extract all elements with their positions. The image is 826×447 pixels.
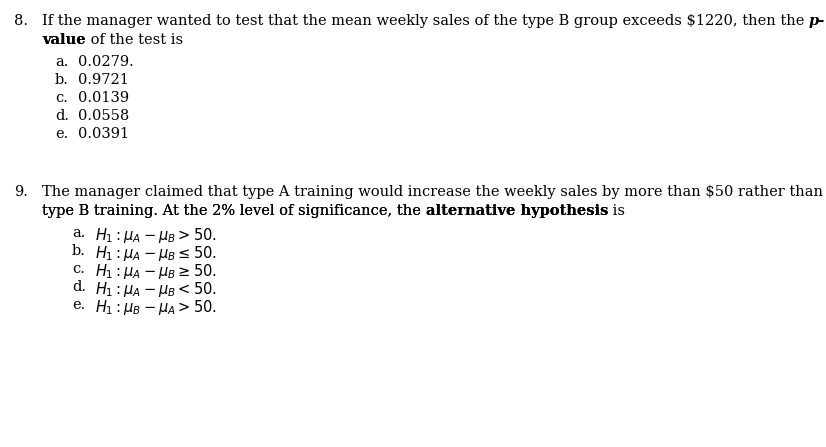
Text: If the manager wanted to test that the mean weekly sales of the type B group exc: If the manager wanted to test that the m… <box>42 14 809 28</box>
Text: $H_{1}: \mu_{A} - \mu_{B} < 50.$: $H_{1}: \mu_{A} - \mu_{B} < 50.$ <box>95 280 216 299</box>
Text: 0.0279.: 0.0279. <box>78 55 134 69</box>
Text: $H_{1}: \mu_{B} - \mu_{A} > 50.$: $H_{1}: \mu_{B} - \mu_{A} > 50.$ <box>95 298 216 317</box>
Text: value: value <box>42 33 86 47</box>
Text: The manager claimed that type A training would increase the weekly sales by more: The manager claimed that type A training… <box>42 185 823 199</box>
Text: b.: b. <box>72 244 86 258</box>
Text: a.: a. <box>72 226 85 240</box>
Text: of the test is: of the test is <box>86 33 183 47</box>
Text: c.: c. <box>55 91 68 105</box>
Text: $H_{1}: \mu_{A} - \mu_{B} > 50.$: $H_{1}: \mu_{A} - \mu_{B} > 50.$ <box>95 226 216 245</box>
Text: a.: a. <box>55 55 69 69</box>
Text: alternative hypothesis: alternative hypothesis <box>425 204 608 218</box>
Text: b.: b. <box>55 73 69 87</box>
Text: type B training. At the 2% level of significance, the: type B training. At the 2% level of sign… <box>42 204 425 218</box>
Text: value: value <box>42 33 86 47</box>
Text: is: is <box>608 204 625 218</box>
Text: alternative hypothesis: alternative hypothesis <box>425 204 608 218</box>
Text: 8.: 8. <box>14 14 28 28</box>
Text: 0.9721: 0.9721 <box>78 73 129 87</box>
Text: p-: p- <box>809 14 825 28</box>
Text: 0.0139: 0.0139 <box>78 91 129 105</box>
Text: 0.0558: 0.0558 <box>78 109 129 123</box>
Text: $H_{1}: \mu_{A} - \mu_{B} \leq 50.$: $H_{1}: \mu_{A} - \mu_{B} \leq 50.$ <box>95 244 216 263</box>
Text: d.: d. <box>55 109 69 123</box>
Text: e.: e. <box>72 298 85 312</box>
Text: d.: d. <box>72 280 86 294</box>
Text: $H_{1}: \mu_{A} - \mu_{B} \geq 50.$: $H_{1}: \mu_{A} - \mu_{B} \geq 50.$ <box>95 262 216 281</box>
Text: type B training. At the 2% level of significance, the: type B training. At the 2% level of sign… <box>42 204 425 218</box>
Text: c.: c. <box>72 262 85 276</box>
Text: 9.: 9. <box>14 185 28 199</box>
Text: e.: e. <box>55 127 69 141</box>
Text: 0.0391: 0.0391 <box>78 127 129 141</box>
